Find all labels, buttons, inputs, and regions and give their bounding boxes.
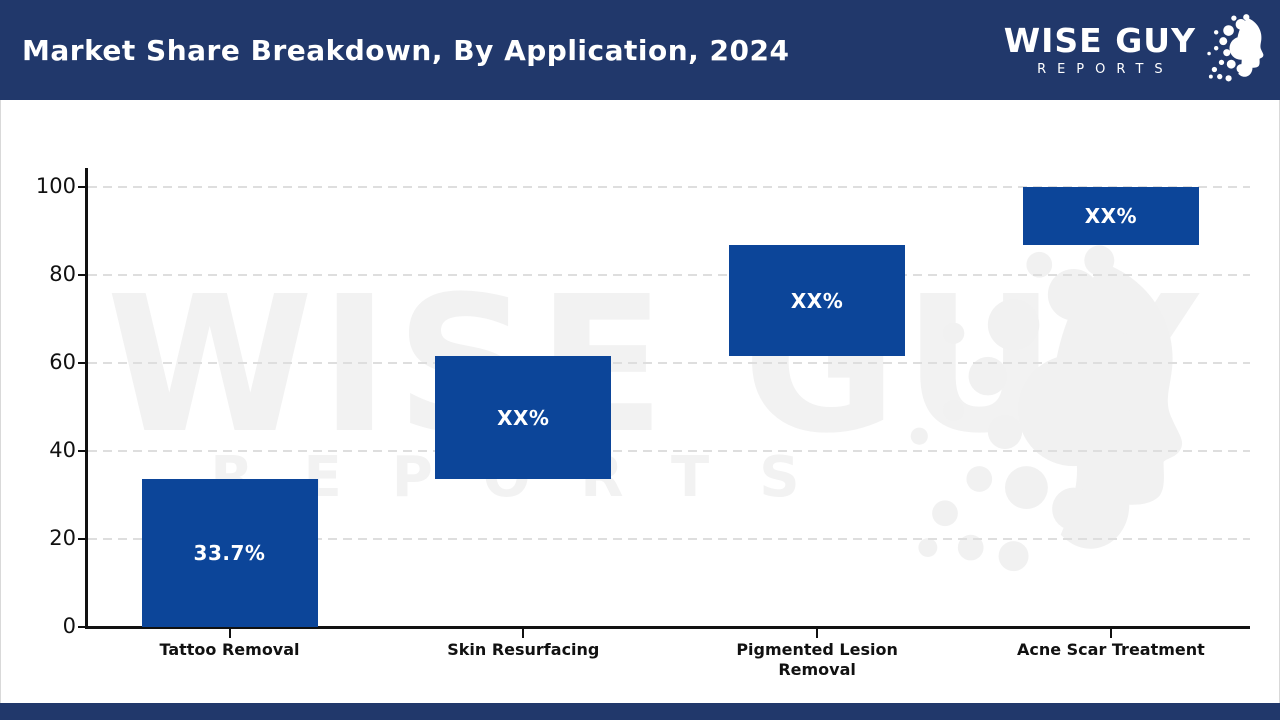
- brand-logo: WISE GUY REPORTS: [1004, 0, 1264, 100]
- x-category-label: Tattoo Removal: [159, 640, 300, 659]
- x-tick-mark: [1109, 629, 1112, 638]
- gridline: [88, 274, 1250, 276]
- x-category-label: Skin Resurfacing: [447, 640, 600, 659]
- gridline: [88, 450, 1250, 452]
- bar-1: 33.7%: [141, 478, 318, 627]
- x-tick-mark: [522, 629, 525, 638]
- bar-value-label: XX%: [1084, 204, 1138, 229]
- y-tick-label: 40: [49, 438, 76, 462]
- x-category-label: Acne Scar Treatment: [1016, 640, 1205, 659]
- bar-value-label: 33.7%: [193, 540, 266, 565]
- bar-value-label: XX%: [790, 288, 844, 313]
- brand-name: WISE GUY: [1003, 21, 1196, 60]
- brand-logo-text: WISE GUY REPORTS: [1004, 24, 1196, 76]
- gridline: [88, 538, 1250, 540]
- y-tick-mark: [78, 186, 86, 188]
- footer-bar: [0, 703, 1280, 720]
- y-tick-mark: [78, 362, 86, 364]
- x-category-label: Pigmented Lesion Removal: [736, 640, 898, 679]
- chart-title: Market Share Breakdown, By Application, …: [22, 33, 790, 67]
- bar-value-label: XX%: [497, 405, 550, 430]
- y-tick-mark: [78, 538, 86, 540]
- brand-head-icon: [1207, 14, 1264, 82]
- y-tick-label: 0: [62, 614, 76, 638]
- bar-2: XX%: [435, 356, 612, 479]
- brand-subtitle: REPORTS: [1037, 62, 1174, 77]
- x-tick-mark: [228, 629, 231, 638]
- bar-4: XX%: [1022, 187, 1199, 246]
- bar-3: XX%: [729, 245, 906, 357]
- y-tick-label: 60: [49, 350, 76, 374]
- gridline: [88, 362, 1250, 364]
- y-tick-mark: [78, 450, 86, 452]
- y-tick-mark: [78, 274, 86, 276]
- x-axis-line: [85, 626, 1250, 629]
- gridline: [88, 186, 1250, 188]
- y-tick-label: 80: [49, 262, 76, 286]
- x-tick-mark: [816, 629, 819, 638]
- header: Market Share Breakdown, By Application, …: [0, 0, 1280, 100]
- y-tick-mark: [78, 626, 86, 628]
- y-tick-label: 100: [35, 174, 76, 198]
- y-axis-line: [85, 168, 88, 629]
- y-tick-label: 20: [49, 526, 76, 550]
